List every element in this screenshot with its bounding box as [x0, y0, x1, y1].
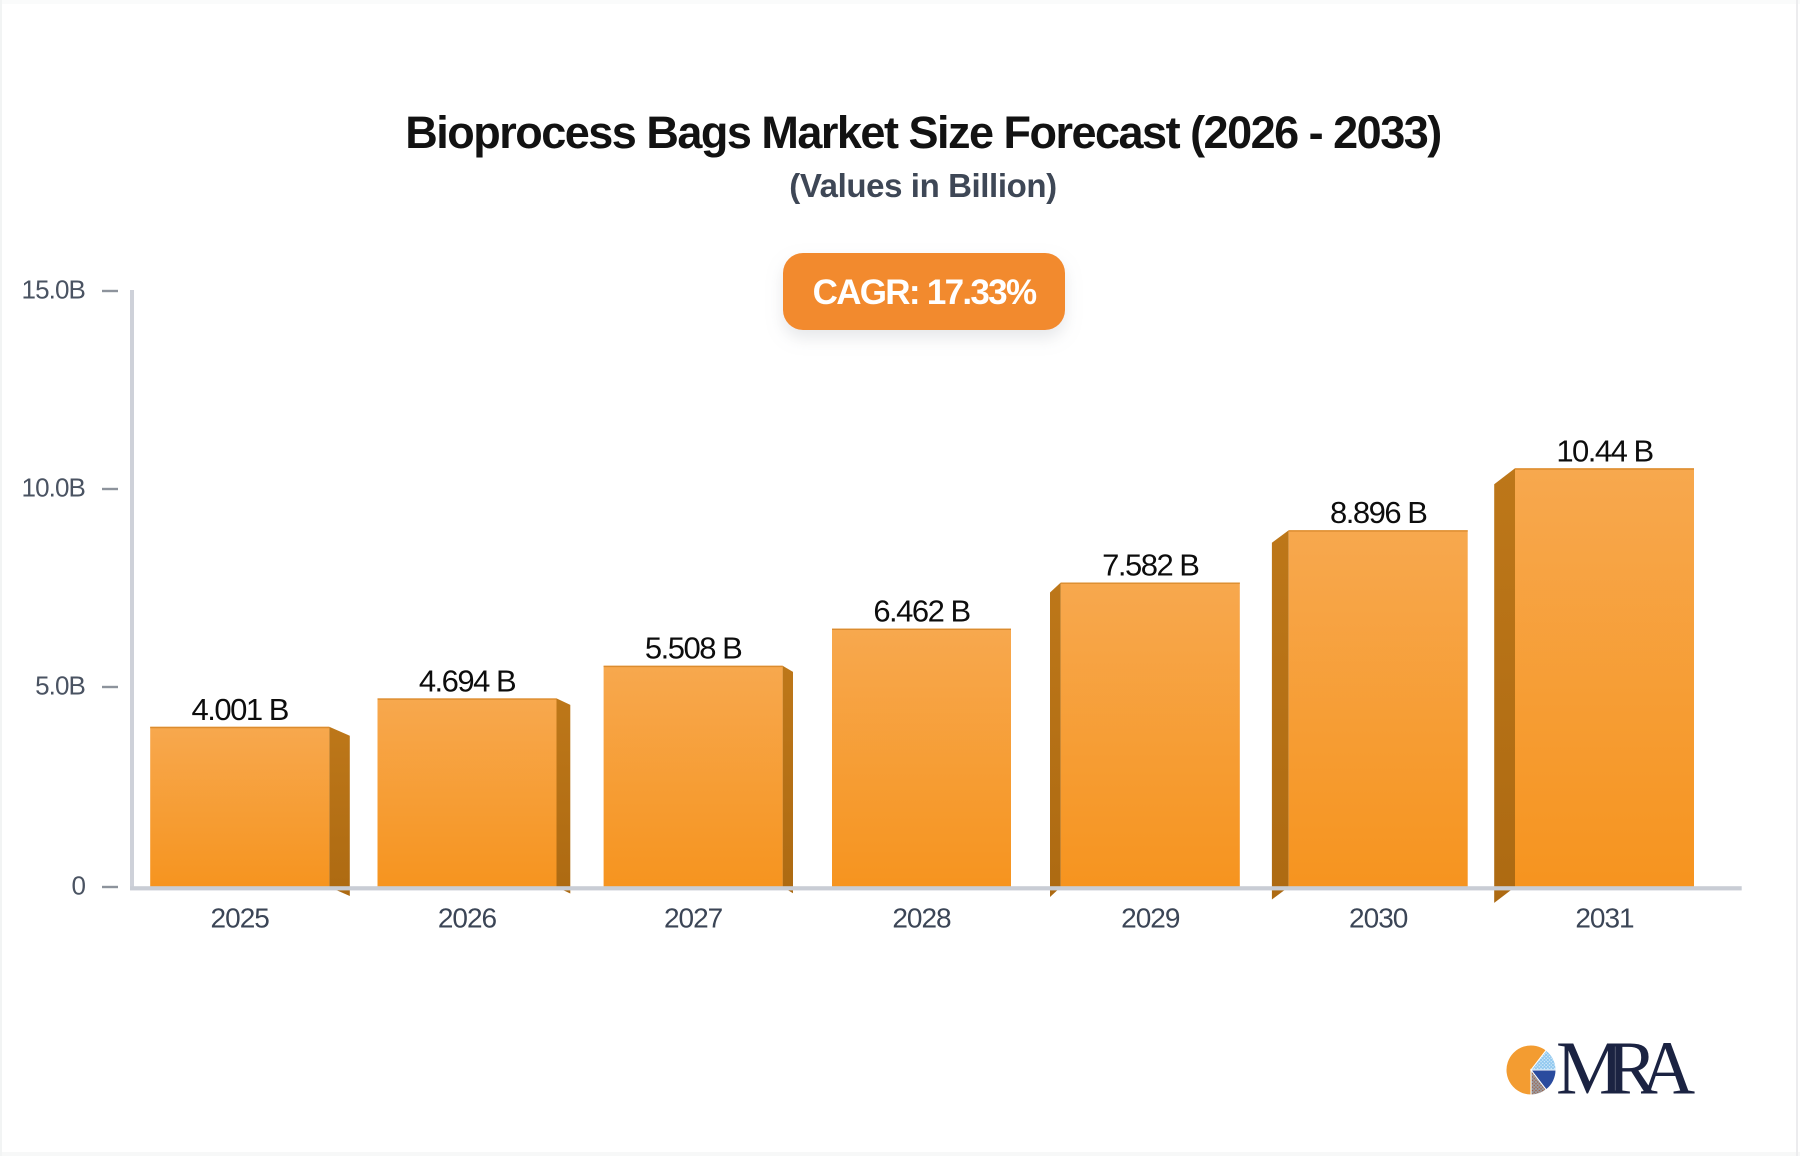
svg-text:CAGR: 17.33%: CAGR: 17.33%: [813, 273, 1037, 312]
svg-text:8.896 B: 8.896 B: [1330, 495, 1427, 530]
svg-text:10.0B: 10.0B: [22, 473, 85, 503]
svg-text:2028: 2028: [892, 903, 951, 934]
svg-text:2026: 2026: [438, 903, 497, 934]
svg-text:5.0B: 5.0B: [35, 671, 85, 701]
svg-text:6.462 B: 6.462 B: [873, 594, 970, 629]
svg-text:10.44 B: 10.44 B: [1556, 433, 1653, 468]
svg-text:2029: 2029: [1121, 903, 1180, 934]
svg-text:2025: 2025: [211, 903, 270, 934]
svg-text:Bioprocess Bags Market Size Fo: Bioprocess Bags Market Size Forecast (20…: [405, 107, 1441, 158]
svg-text:2030: 2030: [1349, 903, 1408, 934]
svg-text:2031: 2031: [1575, 903, 1634, 934]
svg-text:0: 0: [71, 871, 85, 901]
svg-text:4.694 B: 4.694 B: [419, 663, 516, 698]
svg-text:2027: 2027: [664, 903, 723, 934]
svg-text:7.582 B: 7.582 B: [1102, 548, 1199, 583]
svg-text:5.508 B: 5.508 B: [645, 631, 742, 666]
svg-text:15.0B: 15.0B: [22, 275, 85, 305]
svg-text:MRA: MRA: [1556, 1027, 1695, 1111]
svg-text:4.001 B: 4.001 B: [192, 692, 289, 727]
svg-text:(Values in Billion): (Values in Billion): [789, 167, 1056, 204]
